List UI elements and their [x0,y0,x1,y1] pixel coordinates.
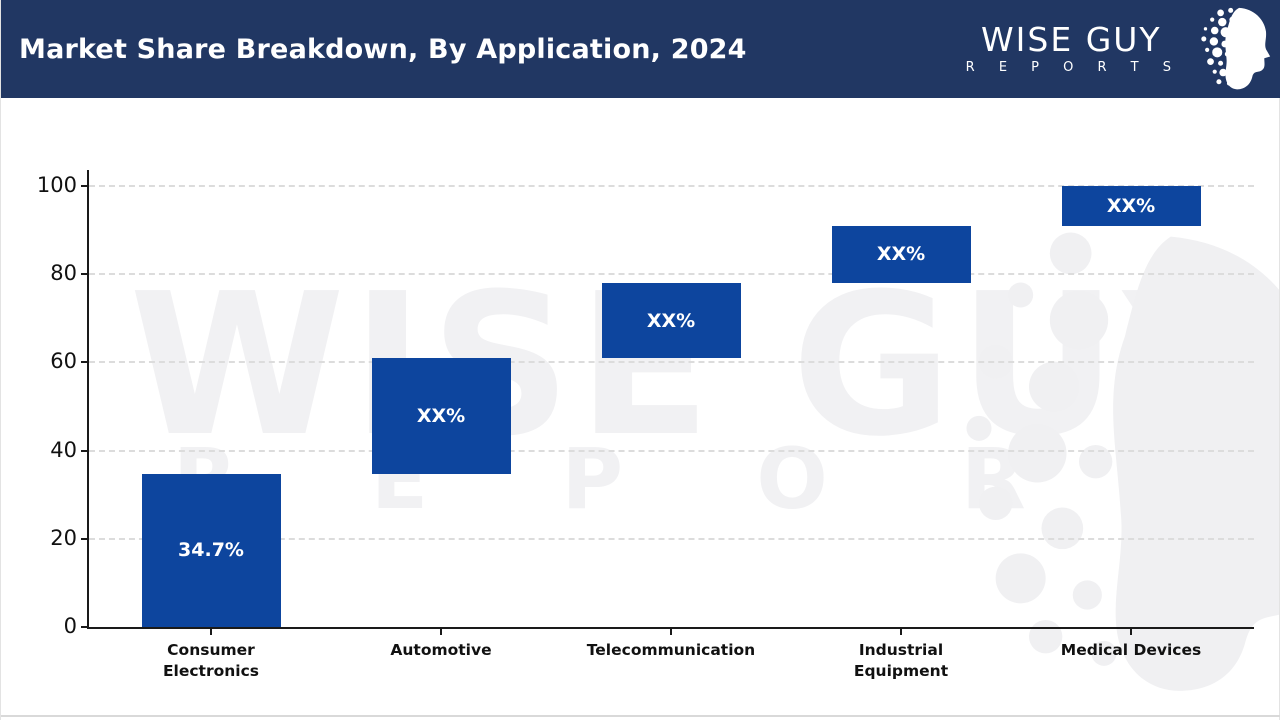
y-tick-mark [81,273,89,276]
bar-value-label: 34.7% [178,539,244,562]
y-tick-mark [81,537,89,540]
bottom-divider [1,715,1280,717]
x-axis-category-label: Industrial Equipment [853,641,949,680]
x-tick-mark [900,627,902,635]
logo-name: WISE GUY [981,19,1162,59]
x-tick-mark [670,627,672,635]
x-tick-mark [440,627,442,635]
header: Market Share Breakdown, By Application, … [1,0,1280,98]
page-title: Market Share Breakdown, By Application, … [19,33,747,65]
y-axis-line [87,170,89,629]
wiseguy-logo: WISE GUY R E P O R T S [962,6,1280,92]
bar-value-label: XX% [416,404,466,427]
y-tick-mark [81,361,89,364]
waterfall-bar-4 [831,225,971,284]
waterfall-bar-1 [141,473,281,627]
y-axis-tick-label: 40 [50,437,77,462]
y-axis-tick-label: 60 [50,349,77,374]
wiseguy-head-logo-icon [1201,7,1271,90]
gridline [89,449,1254,452]
y-tick-mark [81,185,89,187]
x-axis-line [87,627,1254,629]
gridline [89,273,1254,276]
x-axis-category-label: Medical Devices [1060,641,1202,659]
waterfall-bar-2 [371,357,511,474]
y-tick-mark [81,449,89,452]
bar-value-label: XX% [1106,194,1156,217]
x-tick-mark [210,627,212,635]
y-axis-tick-label: 80 [50,261,77,286]
x-axis-category-label: Automotive [390,641,492,659]
gridline [89,537,1254,540]
gridline [89,185,1254,187]
y-axis-tick-label: 0 [63,614,77,638]
logo-text: WISE GUY R E P O R T S [962,19,1181,76]
y-axis-tick-label: 20 [50,525,77,550]
waterfall-bar-5 [1061,186,1201,226]
y-axis-tick-label: 100 [36,173,77,197]
x-axis-category-label: Consumer Electronics [162,641,260,680]
y-tick-mark [81,626,89,628]
gridline [89,361,1254,364]
bar-value-label: XX% [876,243,926,266]
waterfall-bar-3 [601,283,741,358]
logo-tagline: R E P O R T S [965,60,1181,76]
x-axis-category-label: Telecommunication [586,641,756,659]
bar-value-label: XX% [646,309,696,332]
